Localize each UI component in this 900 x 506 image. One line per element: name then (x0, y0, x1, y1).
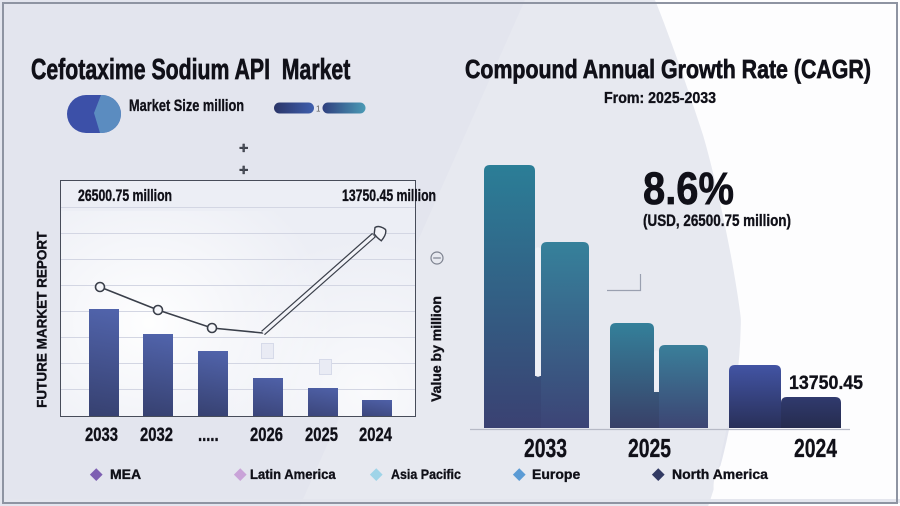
svg-text:1: 1 (316, 105, 321, 114)
